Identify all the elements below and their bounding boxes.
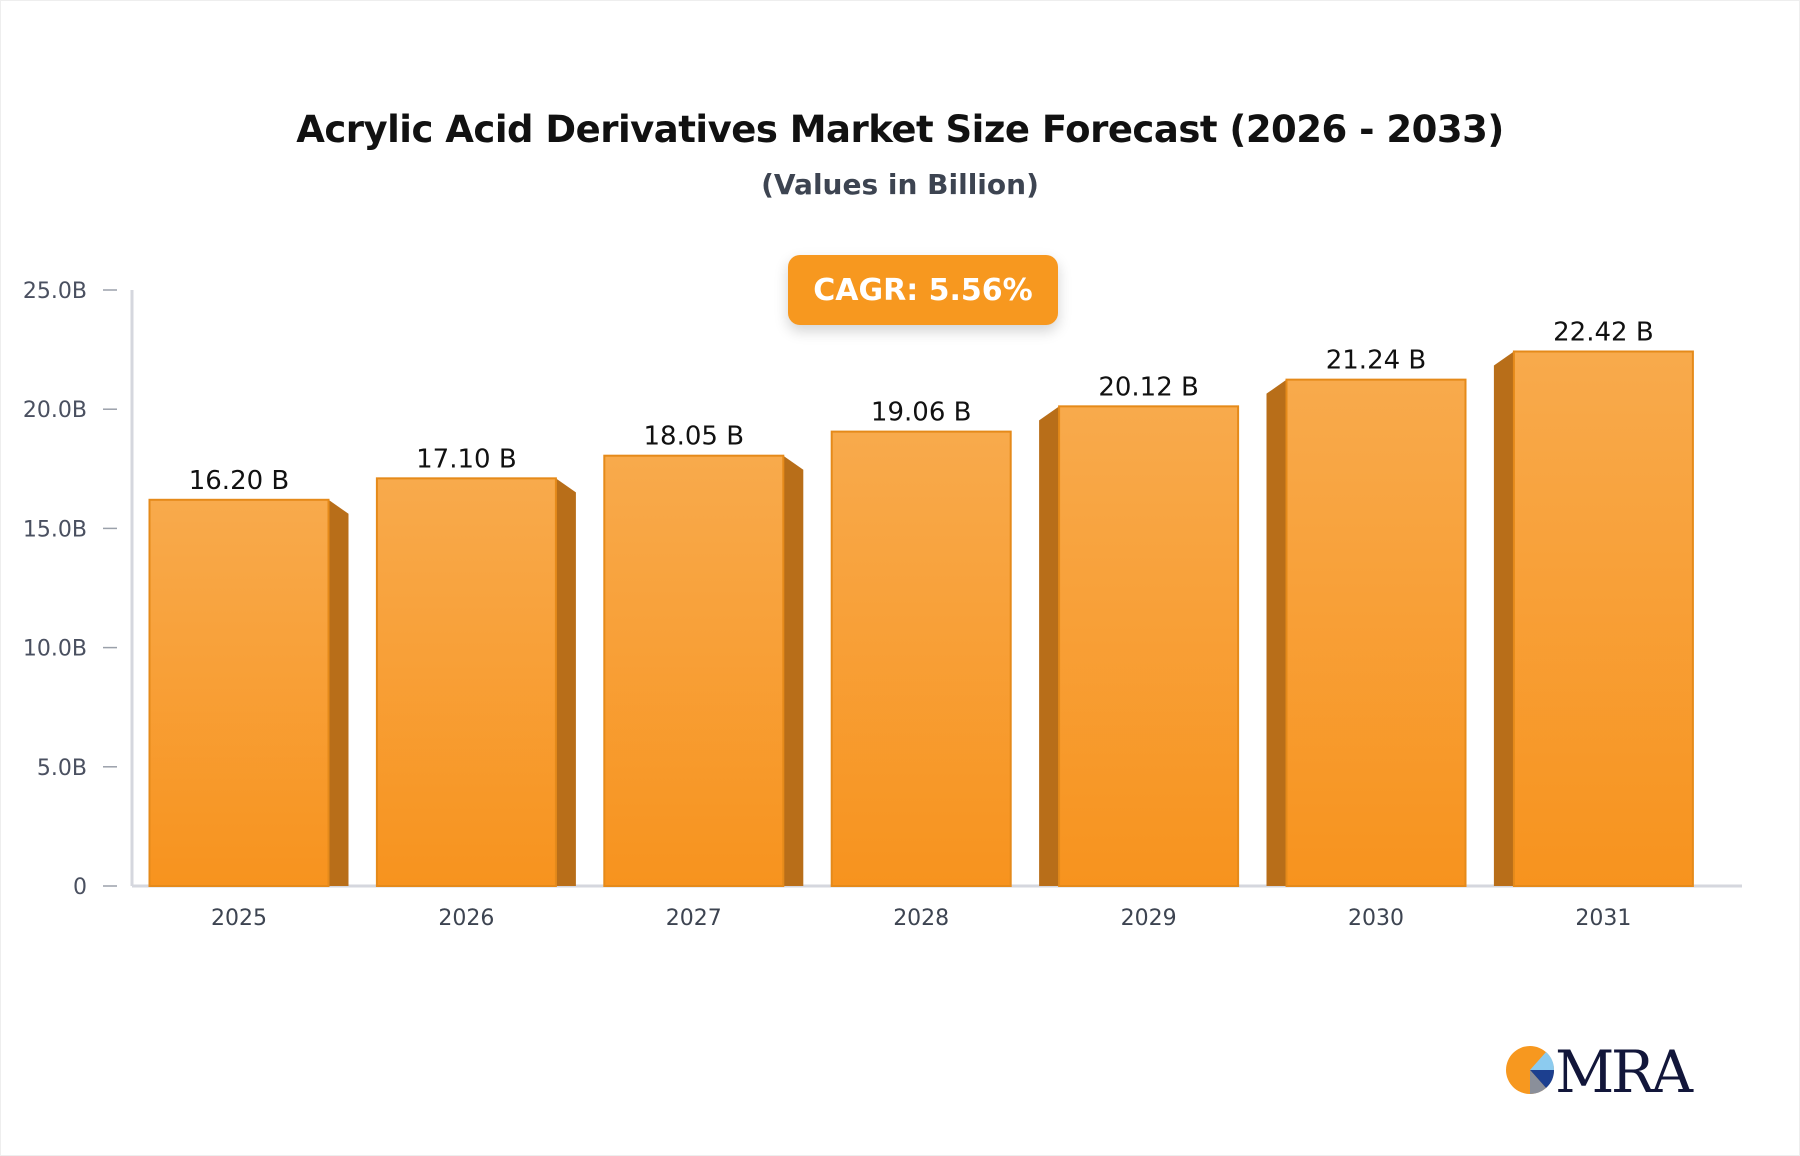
x-tick-label: 2026 <box>438 906 494 931</box>
bar-side <box>328 499 349 886</box>
bar <box>603 454 785 887</box>
x-tick-label: 2030 <box>1348 906 1404 931</box>
bar <box>375 477 557 887</box>
x-tick-label: 2029 <box>1121 906 1177 931</box>
cagr-badge: CAGR: 5.56% <box>788 255 1058 325</box>
data-label: 21.24 B <box>1326 346 1427 376</box>
chart-subtitle: (Values in Billion) <box>761 168 1039 201</box>
bar <box>1512 350 1694 887</box>
data-label: 19.06 B <box>871 398 972 428</box>
data-label: 22.42 B <box>1553 318 1654 348</box>
bar-side <box>783 455 804 886</box>
bar-side <box>1493 351 1514 886</box>
x-tick-label: 2025 <box>211 906 267 931</box>
bar-side <box>1039 406 1060 886</box>
bar-side <box>555 478 576 886</box>
data-label: 20.12 B <box>1098 372 1199 402</box>
y-tick-label: 20.0B <box>23 398 87 423</box>
chart-title: Acrylic Acid Derivatives Market Size For… <box>296 108 1504 151</box>
data-label: 16.20 B <box>189 466 290 496</box>
logo-text: MRA <box>1555 1040 1694 1100</box>
bar <box>1058 405 1240 887</box>
bar-side <box>1266 379 1287 886</box>
y-tick-label: 25.0B <box>23 279 87 304</box>
x-tick-label: 2028 <box>893 906 949 931</box>
mra-logo: MRA <box>1505 1038 1695 1106</box>
bar <box>1285 378 1467 887</box>
data-label: 17.10 B <box>416 444 517 474</box>
y-tick-label: 0 <box>73 875 87 900</box>
data-label: 18.05 B <box>644 422 745 452</box>
x-tick-label: 2027 <box>666 906 722 931</box>
bar <box>148 498 330 887</box>
bar <box>830 430 1012 887</box>
y-tick-label: 15.0B <box>23 517 87 542</box>
x-tick-label: 2031 <box>1575 906 1631 931</box>
y-tick-label: 10.0B <box>23 637 87 662</box>
y-tick-label: 5.0B <box>37 756 87 781</box>
